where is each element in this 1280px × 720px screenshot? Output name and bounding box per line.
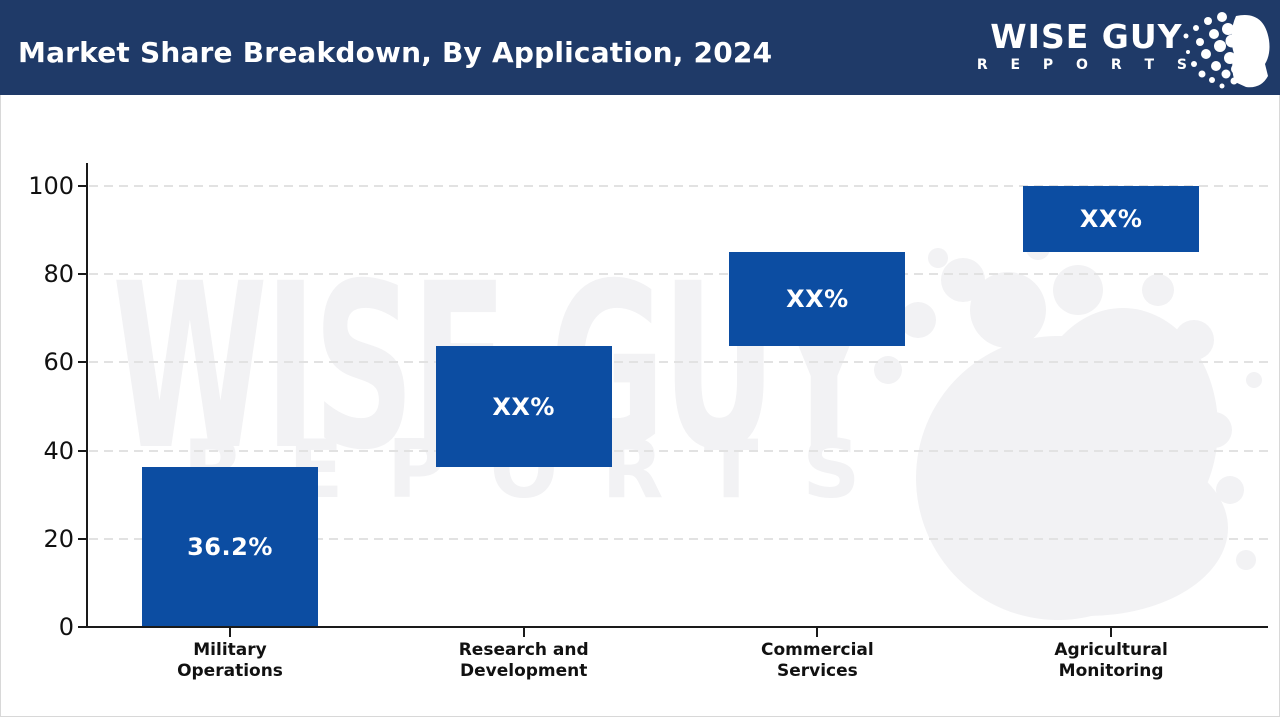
y-tick-20 [78,537,87,540]
y-tick-label-0: 0 [58,613,74,641]
gridline-y100 [89,185,1270,187]
bar-research-and-development: XX% [435,346,612,468]
bar-value-label: XX% [492,392,555,421]
y-tick-label-60: 60 [43,348,74,377]
x-category-label-1: Research and Development [458,640,589,682]
y-tick-label-20: 20 [43,524,74,553]
brand-name: WISE GUY [990,17,1183,56]
bar-value-label: XX% [1079,205,1143,234]
x-category-label-3: Agricultural Monitoring [1054,640,1168,682]
chart-title: Market Share Breakdown, By Application, … [18,36,773,69]
y-tick-label-80: 80 [43,260,74,289]
x-tick-0 [229,628,231,637]
y-tick-0 [78,626,87,628]
y-tick-label-100: 100 [28,172,74,200]
x-axis-line [86,626,1268,628]
bar-military-operations: 36.2% [142,467,318,627]
watermark-head-dots-graphic [874,234,1262,620]
y-tick-label-40: 40 [43,436,74,465]
gridline-y60 [89,361,1270,364]
gridline-y20 [89,537,1270,540]
brand-subtitle: R E P O R T S [976,56,1196,73]
gridline-y80 [89,273,1270,276]
x-tick-2 [816,628,819,637]
x-tick-1 [522,628,525,637]
brand-logo: WISE GUY R E P O R T S [977,8,1274,90]
x-tick-3 [1110,628,1113,637]
bar-value-label: XX% [786,285,849,314]
x-category-label-2: Commercial Services [761,640,874,682]
brand-head-icon [1183,12,1270,89]
bar-value-label: 36.2% [187,533,273,562]
bar-commercial-services: XX% [729,252,906,347]
header-bar: Market Share Breakdown, By Application, … [0,0,1280,95]
y-axis-line [86,163,88,628]
y-tick-100 [78,185,87,187]
y-tick-60 [78,361,87,364]
bar-agricultural-monitoring: XX% [1023,186,1200,253]
y-tick-40 [78,449,87,452]
x-category-label-0: Military Operations [177,640,283,682]
gridline-y40 [89,449,1270,452]
y-tick-80 [78,273,87,276]
